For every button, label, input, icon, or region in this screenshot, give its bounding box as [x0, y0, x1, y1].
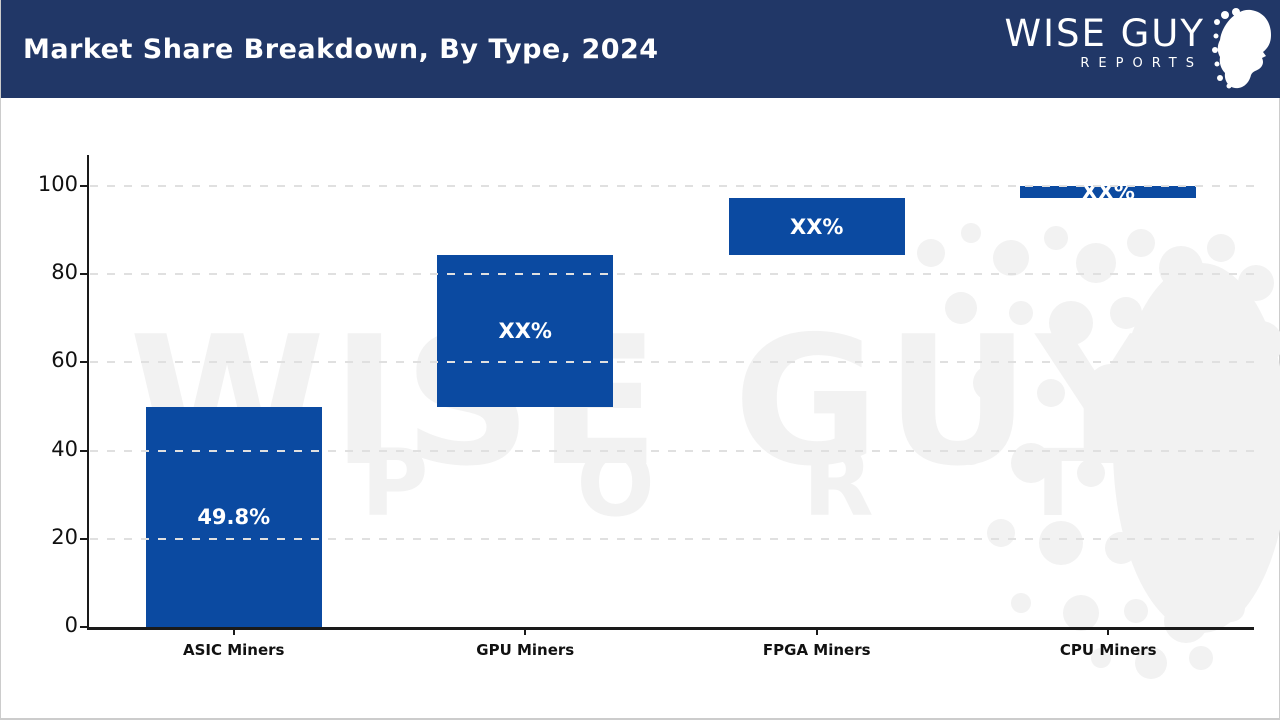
x-tick-label: ASIC Miners [183, 641, 285, 659]
waterfall-bar: XX% [437, 254, 614, 408]
y-gridline [90, 361, 1254, 364]
y-tick-label: 20 [51, 524, 78, 549]
y-tick-mark [80, 537, 88, 540]
x-tick-mark [524, 629, 527, 635]
waterfall-bar: 49.8% [145, 407, 322, 627]
brand-logo-subtext: REPORTS [1080, 56, 1203, 71]
waterfall-bar: XX% [728, 198, 905, 255]
y-tick-mark [80, 449, 88, 452]
report-header: Market Share Breakdown, By Type, 2024 WI… [1, 0, 1280, 98]
x-tick-label: GPU Miners [476, 641, 575, 659]
bar-value-label: XX% [498, 319, 552, 344]
y-gridline [90, 449, 1254, 452]
y-tick-mark [80, 185, 88, 187]
y-tick-mark [80, 361, 88, 364]
y-tick-mark [80, 273, 88, 276]
x-tick-label: CPU Miners [1059, 641, 1157, 659]
x-tick-mark [232, 629, 235, 635]
waterfall-bar: XX% [1020, 180, 1197, 204]
y-gridline [90, 537, 1254, 540]
chart-area: WISE GUY P O R T S 0 20 40 60 80 100 49.8% ASIC… [1, 98, 1280, 720]
x-axis-line [87, 627, 1254, 630]
brand-logo: WISE GUY REPORTS [1004, 12, 1205, 72]
bar-value-label: 49.8% [197, 505, 271, 530]
y-tick-label: 100 [37, 172, 78, 196]
x-tick-mark [815, 629, 818, 635]
y-gridline [90, 273, 1254, 276]
x-tick-mark [1107, 629, 1110, 635]
bar-value-label: XX% [1081, 180, 1135, 205]
page-title: Market Share Breakdown, By Type, 2024 [23, 33, 659, 65]
y-tick-label: 0 [64, 613, 78, 637]
y-axis-line [87, 155, 89, 627]
y-tick-label: 40 [51, 436, 78, 461]
x-tick-label: FPGA Miners [762, 641, 871, 659]
y-tick-label: 60 [51, 348, 78, 373]
y-tick-mark [80, 626, 88, 628]
brand-logo-text: WISE GUY [1004, 12, 1205, 55]
y-gridline [90, 185, 1254, 187]
brand-face-icon [1212, 8, 1271, 89]
watermark-head-icon [917, 223, 1280, 679]
y-tick-label: 80 [51, 260, 78, 285]
bar-value-label: XX% [790, 214, 844, 239]
